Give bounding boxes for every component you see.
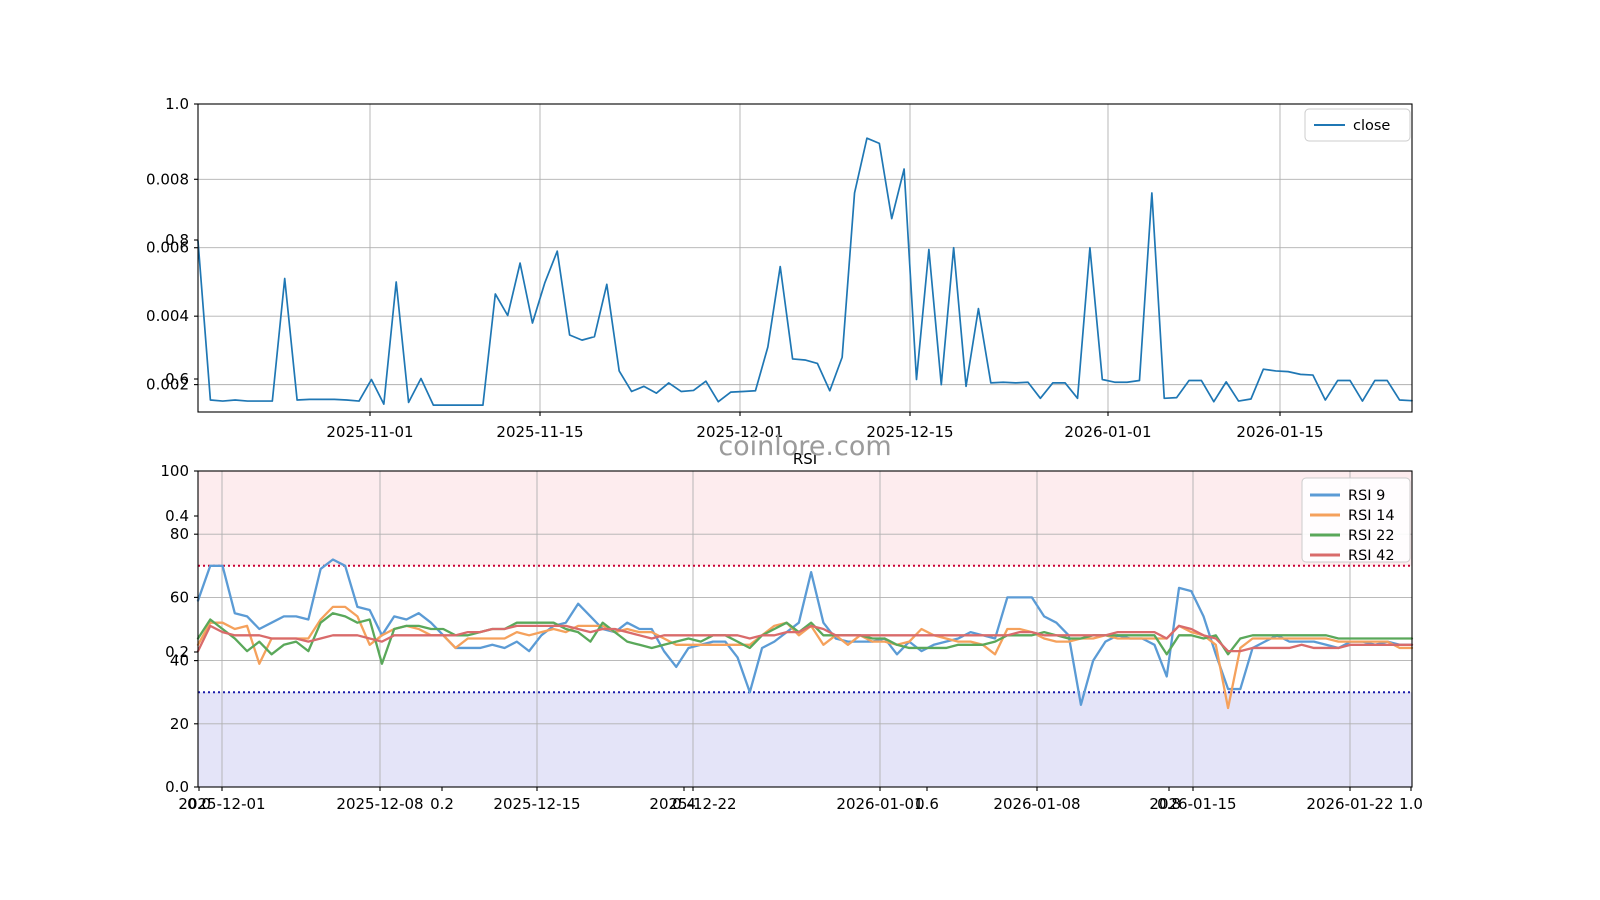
rsi-band-oversold	[198, 692, 1412, 787]
rsi-band-overbought	[198, 471, 1412, 566]
rsi-legend-label-rsi-14: RSI 14	[1348, 508, 1395, 524]
rsi-axes-frame	[197, 470, 1413, 788]
price-xtick-label: 2025-12-15	[866, 423, 953, 441]
rsi-series-rsi-42	[196, 624, 1414, 653]
rsi-xtick-label: 2025-12-15	[493, 795, 580, 813]
price-xtick-label: 2026-01-01	[1064, 423, 1151, 441]
price-xtick-label: 2025-11-15	[496, 423, 583, 441]
price-ytick-label-secondary: 0.6	[165, 370, 189, 388]
rsi-ytick-label: 100	[160, 462, 189, 480]
watermark-text: coinlore.com	[718, 431, 891, 462]
rsi-xtick-label: 2026-01-08	[993, 795, 1080, 813]
rsi-legend-box	[1301, 477, 1411, 563]
price-panel: 0.002 0.004 0.006 0.008 1.0 0.8 0.6 2025-11-01 2…	[146, 95, 1413, 441]
price-xtick-label: 2025-12-01	[696, 423, 783, 441]
price-ytick-label-secondary: 1.0	[165, 95, 189, 113]
price-xtick-label: 2025-11-01	[326, 423, 413, 441]
rsi-ytick-label: 60	[170, 588, 189, 606]
rsi-xtick-label: 2026-01-01	[836, 795, 923, 813]
price-xtick-label: 2026-01-15	[1236, 423, 1323, 441]
price-ytick-label: 0.008	[146, 170, 189, 188]
rsi-xtick-label-secondary: 0.4	[672, 795, 696, 813]
price-ytick-label: 0.006	[146, 239, 189, 257]
rsi-legend-label-rsi-9: RSI 9	[1348, 488, 1385, 504]
price-ytick-label-secondary: 0.8	[165, 231, 189, 249]
rsi-legend-label-rsi-42: RSI 42	[1348, 548, 1395, 564]
rsi-xtick-label-secondary: 0.8	[1157, 795, 1181, 813]
price-ytick-label: 0.004	[146, 307, 189, 325]
price-plot-background	[198, 104, 1412, 412]
rsi-xtick-label-secondary: 0.2	[430, 795, 454, 813]
rsi-xtick-label-secondary: 1.0	[1399, 795, 1423, 813]
rsi-ytick-label: 80	[170, 525, 189, 543]
rsi-panel-title: RSI	[793, 450, 817, 468]
rsi-xtick-label-secondary: 0.6	[915, 795, 939, 813]
rsi-xtick-label-secondary: 0.0	[187, 795, 211, 813]
rsi-legend-label-rsi-22: RSI 22	[1348, 528, 1395, 544]
rsi-series-rsi-9	[196, 558, 1414, 706]
rsi-legend: RSI 9 RSI 14 RSI 22 RSI 42	[1301, 477, 1411, 564]
price-axes-frame	[197, 103, 1413, 413]
rsi-ytick-label: 0.0	[165, 778, 189, 796]
rsi-ytick-label: 40	[170, 652, 189, 670]
rsi-xtick-label: 2025-12-01	[178, 795, 265, 813]
price-legend-box	[1304, 108, 1411, 142]
rsi-xtick-label: 2026-01-15	[1149, 795, 1236, 813]
price-legend: close	[1304, 108, 1411, 142]
price-series-close	[197, 137, 1413, 407]
rsi-ytick-label-secondary: 0.4	[165, 507, 189, 525]
rsi-xtick-label: 2026-01-22	[1306, 795, 1393, 813]
rsi-ytick-label: 20	[170, 715, 189, 733]
rsi-ytick-label-secondary: 0.2	[165, 643, 189, 661]
rsi-panel: 0.0 20 40 60 80 100 0.4 0.2 2025-12-01 2025-12-08…	[160, 462, 1423, 813]
rsi-xtick-label: 2025-12-08	[336, 795, 423, 813]
price-legend-label-close: close	[1353, 118, 1390, 134]
rsi-xtick-label: 2025-12-22	[649, 795, 736, 813]
price-ytick-label: 0.002	[146, 376, 189, 394]
